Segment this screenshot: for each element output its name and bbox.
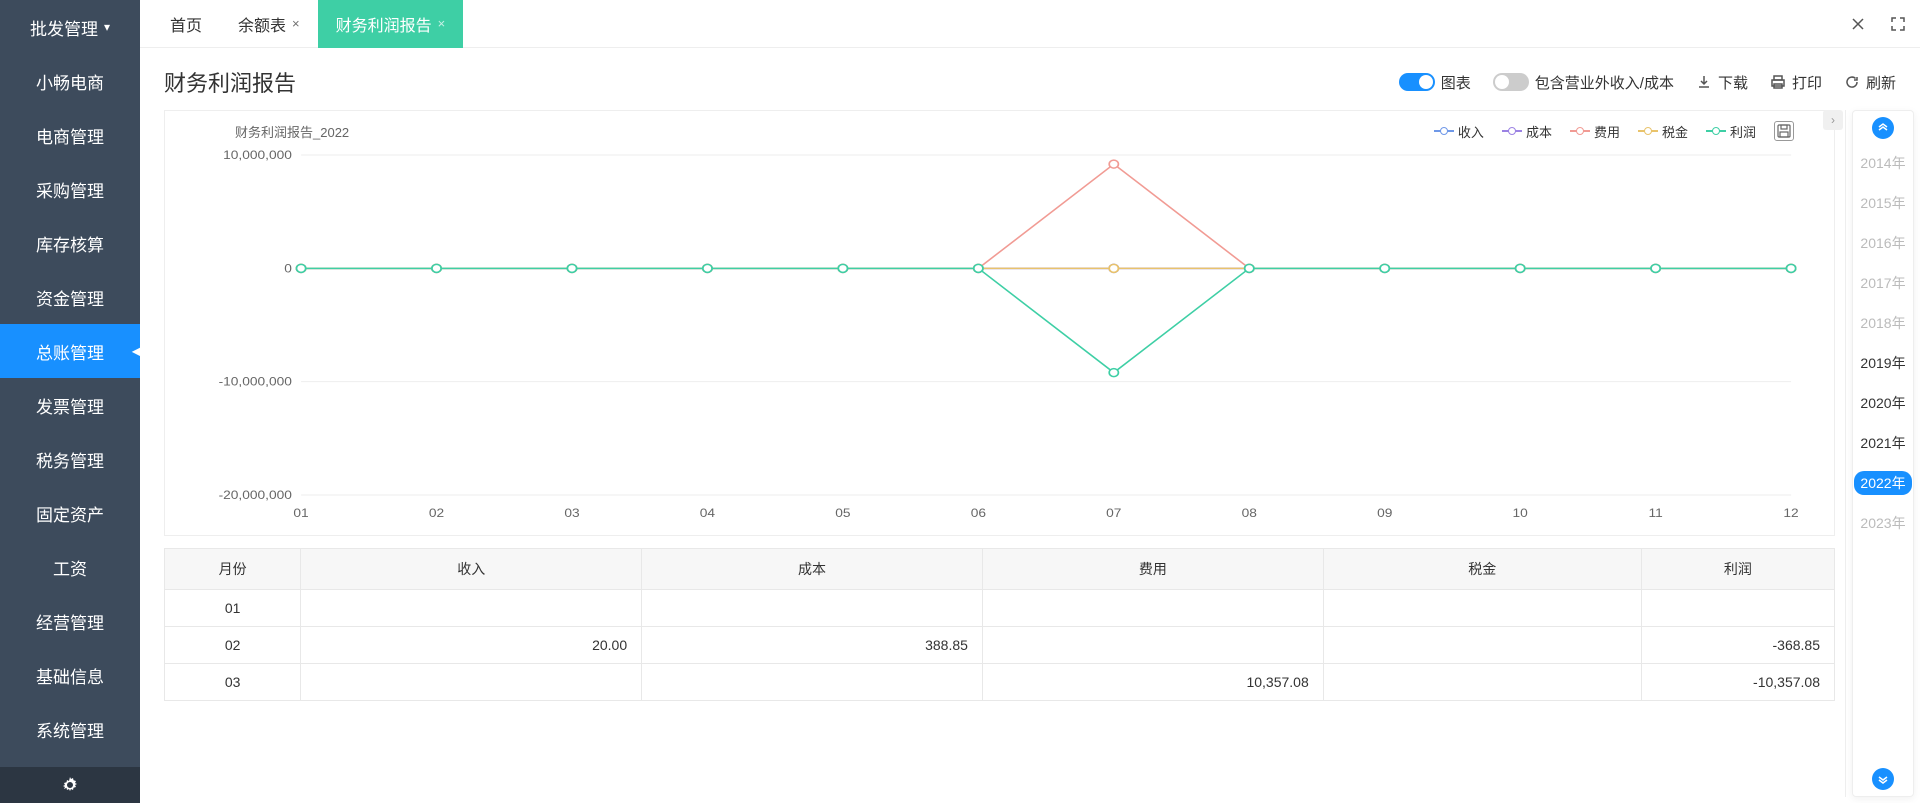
fullscreen-icon[interactable] bbox=[1888, 14, 1908, 34]
tab-close-icon[interactable]: × bbox=[438, 16, 446, 31]
year-item-2020年[interactable]: 2020年 bbox=[1854, 391, 1911, 415]
svg-text:09: 09 bbox=[1377, 506, 1392, 520]
sidebar-item-固定资产[interactable]: 固定资产 bbox=[0, 486, 140, 540]
year-item-2015年[interactable]: 2015年 bbox=[1854, 191, 1911, 215]
table-row: 0310,357.08-10,357.08 bbox=[165, 664, 1835, 701]
download-button[interactable]: 下载 bbox=[1696, 72, 1748, 93]
main: 首页余额表×财务利润报告× 财务利润报告 图表 包含营业外收入/成本 bbox=[140, 0, 1920, 803]
sidebar-item-发票管理[interactable]: 发票管理 bbox=[0, 378, 140, 432]
year-item-2017年[interactable]: 2017年 bbox=[1854, 271, 1911, 295]
scroll-right-icon[interactable]: › bbox=[1823, 110, 1843, 130]
svg-text:12: 12 bbox=[1783, 506, 1798, 520]
svg-text:04: 04 bbox=[700, 506, 715, 520]
sidebar-item-总账管理[interactable]: 总账管理 bbox=[0, 324, 140, 378]
sidebar-item-经营管理[interactable]: 经营管理 bbox=[0, 594, 140, 648]
legend-item-税金[interactable]: 税金 bbox=[1638, 122, 1688, 141]
svg-text:10: 10 bbox=[1513, 506, 1528, 520]
svg-text:03: 03 bbox=[564, 506, 579, 520]
refresh-button[interactable]: 刷新 bbox=[1844, 72, 1896, 93]
legend-item-费用[interactable]: 费用 bbox=[1570, 122, 1620, 141]
svg-text:10,000,000: 10,000,000 bbox=[223, 148, 292, 162]
svg-text:02: 02 bbox=[429, 506, 444, 520]
tab-财务利润报告[interactable]: 财务利润报告× bbox=[318, 0, 464, 48]
sidebar-item-基础信息[interactable]: 基础信息 bbox=[0, 648, 140, 702]
svg-text:07: 07 bbox=[1106, 506, 1121, 520]
year-scroll-down-icon[interactable] bbox=[1872, 768, 1894, 790]
sidebar-item-采购管理[interactable]: 采购管理 bbox=[0, 162, 140, 216]
year-scroll-up-icon[interactable] bbox=[1872, 117, 1894, 139]
tab-余额表[interactable]: 余额表× bbox=[220, 0, 318, 48]
chart-toggle[interactable] bbox=[1399, 73, 1435, 91]
extra-toggle[interactable] bbox=[1493, 73, 1529, 91]
svg-text:-10,000,000: -10,000,000 bbox=[219, 375, 292, 389]
legend-item-成本[interactable]: 成本 bbox=[1502, 122, 1552, 141]
tab-首页[interactable]: 首页 bbox=[152, 0, 220, 48]
table-row: 0220.00388.85-368.85 bbox=[165, 627, 1835, 664]
sidebar-item-资金管理[interactable]: 资金管理 bbox=[0, 270, 140, 324]
year-item-2023年[interactable]: 2023年 bbox=[1854, 511, 1911, 535]
chart-toggle-label: 图表 bbox=[1441, 72, 1471, 93]
svg-text:-20,000,000: -20,000,000 bbox=[219, 488, 292, 502]
tabbar: 首页余额表×财务利润报告× bbox=[140, 0, 1920, 48]
sidebar: 批发管理小畅电商电商管理采购管理库存核算资金管理总账管理发票管理税务管理固定资产… bbox=[0, 0, 140, 803]
sidebar-item-系统管理[interactable]: 系统管理 bbox=[0, 702, 140, 756]
svg-text:08: 08 bbox=[1242, 506, 1257, 520]
table-row: 01 bbox=[165, 590, 1835, 627]
content-main: › 财务利润报告_2022 收入成本费用税金利润 -20,000,000-10,… bbox=[164, 110, 1846, 797]
print-button[interactable]: 打印 bbox=[1770, 72, 1822, 93]
page-title: 财务利润报告 bbox=[164, 66, 296, 98]
data-table: 月份收入成本费用税金利润010220.00388.85-368.850310,3… bbox=[164, 548, 1835, 701]
settings-button[interactable] bbox=[0, 767, 140, 803]
year-item-2019年[interactable]: 2019年 bbox=[1854, 351, 1911, 375]
sidebar-item-税务管理[interactable]: 税务管理 bbox=[0, 432, 140, 486]
legend-item-利润[interactable]: 利润 bbox=[1706, 122, 1756, 141]
year-item-2018年[interactable]: 2018年 bbox=[1854, 311, 1911, 335]
line-chart: -20,000,000 -10,000,000 0 10,000,000 01 02 03 0… bbox=[175, 145, 1814, 525]
legend-item-收入[interactable]: 收入 bbox=[1434, 122, 1484, 141]
svg-text:05: 05 bbox=[835, 506, 850, 520]
table-header: 税金 bbox=[1323, 549, 1641, 590]
chart-panel: 财务利润报告_2022 收入成本费用税金利润 -20,000,000 -10,00… bbox=[164, 110, 1835, 536]
close-icon[interactable] bbox=[1848, 14, 1868, 34]
year-panel: 2014年 2015年 2016年 2017年 2018年 2019年 2020年 2021年… bbox=[1852, 110, 1914, 797]
extra-toggle-label: 包含营业外收入/成本 bbox=[1535, 72, 1674, 93]
year-item-2016年[interactable]: 2016年 bbox=[1854, 231, 1911, 255]
year-item-2022年[interactable]: 2022年 bbox=[1854, 471, 1911, 495]
chart-title: 财务利润报告_2022 bbox=[235, 122, 349, 141]
svg-text:11: 11 bbox=[1648, 506, 1662, 520]
sidebar-item-库存核算[interactable]: 库存核算 bbox=[0, 216, 140, 270]
table-header: 费用 bbox=[982, 549, 1323, 590]
sidebar-item-小畅电商[interactable]: 小畅电商 bbox=[0, 54, 140, 108]
page-header: 财务利润报告 图表 包含营业外收入/成本 下载 打印 bbox=[140, 48, 1920, 110]
sidebar-item-工资[interactable]: 工资 bbox=[0, 540, 140, 594]
svg-text:0: 0 bbox=[284, 261, 292, 275]
chart-toggle-group: 图表 bbox=[1399, 72, 1471, 93]
year-item-2014年[interactable]: 2014年 bbox=[1854, 151, 1911, 175]
chart-save-icon[interactable] bbox=[1774, 121, 1794, 141]
chart-legend: 收入成本费用税金利润 bbox=[1434, 121, 1794, 141]
tab-close-icon[interactable]: × bbox=[292, 16, 300, 31]
table-header: 收入 bbox=[301, 549, 642, 590]
table-header: 成本 bbox=[642, 549, 983, 590]
table-header: 月份 bbox=[165, 549, 301, 590]
year-item-2021年[interactable]: 2021年 bbox=[1854, 431, 1911, 455]
sidebar-item-电商管理[interactable]: 电商管理 bbox=[0, 108, 140, 162]
sidebar-item-批发管理[interactable]: 批发管理 bbox=[0, 0, 140, 54]
svg-text:01: 01 bbox=[293, 506, 308, 520]
svg-text:06: 06 bbox=[971, 506, 986, 520]
extra-toggle-group: 包含营业外收入/成本 bbox=[1493, 72, 1674, 93]
table-header: 利润 bbox=[1641, 549, 1834, 590]
